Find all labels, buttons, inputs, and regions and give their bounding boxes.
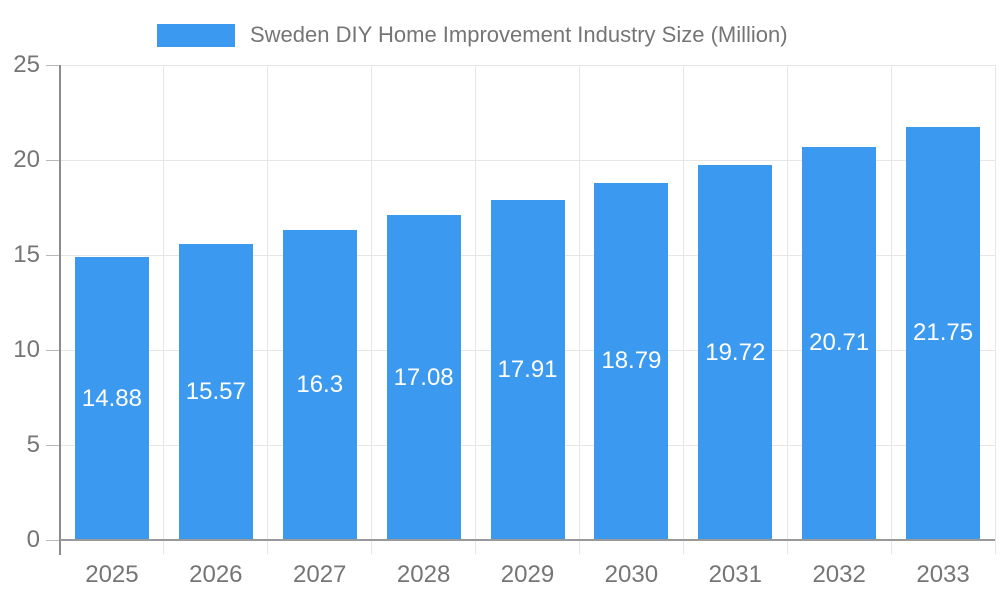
gridline-vertical — [682, 65, 684, 554]
bar-2026 — [178, 244, 253, 540]
chart-title: Sweden DIY Home Improvement Industry Siz… — [250, 22, 788, 47]
y-axis-line — [59, 65, 61, 555]
bar-value-label: 14.88 — [81, 384, 142, 412]
legend[interactable]: Sweden DIY Home Improvement Industry Siz… — [157, 22, 788, 48]
y-axis-tick — [46, 349, 60, 351]
bar-value-label: 17.91 — [497, 355, 558, 383]
bar-2032 — [802, 146, 877, 540]
x-axis-label: 2026 — [189, 561, 243, 588]
y-axis-tick — [46, 539, 60, 541]
bar-2028 — [386, 215, 461, 540]
gridline-vertical — [994, 65, 996, 554]
gridline-horizontal — [60, 159, 995, 161]
bar-2031 — [698, 165, 773, 540]
x-axis-label: 2029 — [500, 561, 555, 588]
y-axis-label: 5 — [26, 431, 40, 458]
gridline-vertical — [890, 65, 892, 554]
gridline-vertical — [475, 65, 477, 554]
bar-value-label: 21.75 — [913, 319, 974, 347]
x-axis-label: 2025 — [85, 561, 139, 588]
y-axis-tick — [46, 444, 60, 446]
y-axis-tick — [46, 64, 60, 66]
y-axis-label: 25 — [13, 51, 40, 78]
gridline-vertical — [371, 65, 373, 554]
x-axis-label: 2027 — [293, 561, 347, 588]
bar-value-label: 15.57 — [185, 378, 246, 406]
x-axis-label: 2033 — [916, 561, 970, 588]
x-axis-label: 2031 — [708, 561, 762, 588]
x-axis-label: 2032 — [812, 561, 866, 588]
gridline-vertical — [267, 65, 269, 554]
y-axis-label: 20 — [13, 146, 40, 173]
gridline-vertical — [786, 65, 788, 554]
legend-swatch — [157, 23, 235, 47]
bar-2033 — [906, 126, 981, 540]
y-axis-tick — [46, 254, 60, 256]
bar-value-label: 20.71 — [809, 329, 870, 357]
bar-value-label: 18.79 — [601, 347, 662, 375]
gridline-horizontal — [60, 64, 995, 66]
y-axis-label: 15 — [13, 241, 40, 268]
y-axis-tick — [46, 159, 60, 161]
bar-2029 — [490, 199, 565, 540]
x-axis-label: 2028 — [396, 561, 451, 588]
bar-value-label: 17.08 — [393, 363, 454, 391]
bar-2030 — [594, 182, 669, 540]
gridline-vertical — [163, 65, 165, 554]
bar-value-label: 16.3 — [296, 371, 344, 399]
bar-2025 — [74, 257, 149, 540]
x-axis-line — [60, 539, 995, 541]
y-axis-label: 0 — [26, 526, 40, 553]
x-axis-label: 2030 — [604, 561, 659, 588]
y-axis-label: 10 — [13, 336, 40, 363]
bar-2027 — [282, 230, 357, 540]
bar-value-label: 19.72 — [705, 338, 766, 366]
gridline-vertical — [578, 65, 580, 554]
